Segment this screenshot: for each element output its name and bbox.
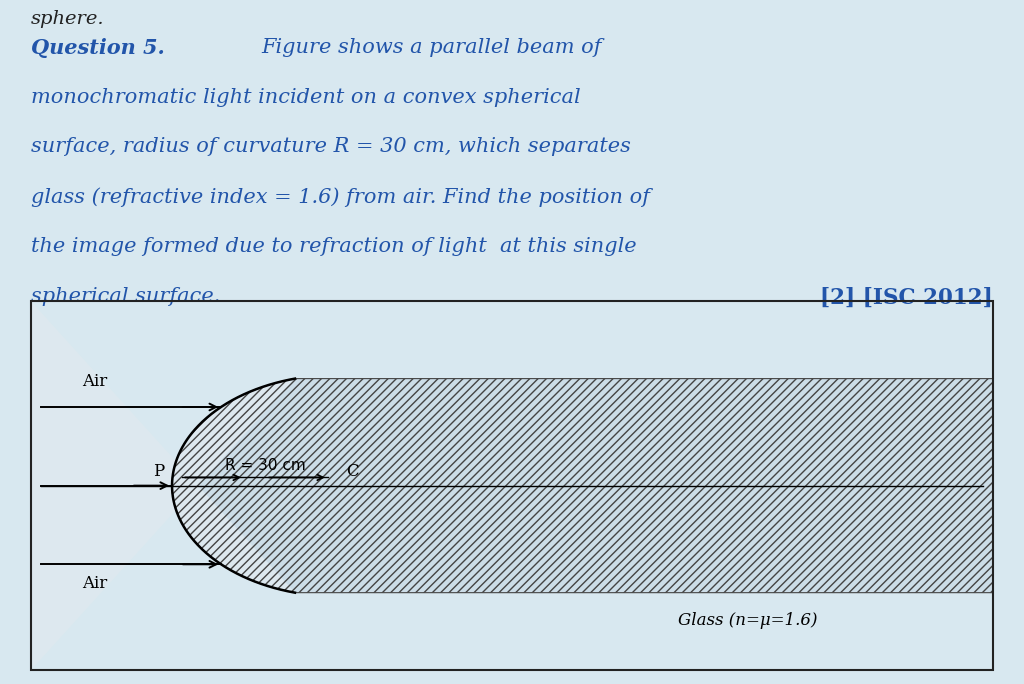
Text: Air: Air: [82, 575, 108, 592]
Text: spherical surface.: spherical surface.: [31, 287, 220, 306]
Text: glass (refractive index = 1.6) from air. Find the position of: glass (refractive index = 1.6) from air.…: [31, 187, 649, 207]
Text: Question 5.: Question 5.: [31, 38, 165, 57]
Text: [2] [ISC 2012]: [2] [ISC 2012]: [820, 287, 993, 309]
Text: R = 30 cm: R = 30 cm: [225, 458, 305, 473]
Text: the image formed due to refraction of light  at this single: the image formed due to refraction of li…: [31, 237, 636, 256]
Polygon shape: [31, 301, 295, 670]
Text: Glass (n=μ=1.6): Glass (n=μ=1.6): [678, 612, 817, 629]
Text: C: C: [346, 463, 358, 480]
Text: Air: Air: [82, 373, 108, 390]
Text: monochromatic light incident on a convex spherical: monochromatic light incident on a convex…: [31, 88, 581, 107]
Text: P: P: [153, 463, 164, 480]
Text: Figure shows a parallel beam of: Figure shows a parallel beam of: [261, 38, 602, 57]
Text: surface, radius of curvature R = 30 cm, which separates: surface, radius of curvature R = 30 cm, …: [31, 137, 631, 157]
Text: sphere.: sphere.: [31, 10, 104, 28]
Bar: [31, 301, 993, 670]
Polygon shape: [172, 379, 993, 592]
